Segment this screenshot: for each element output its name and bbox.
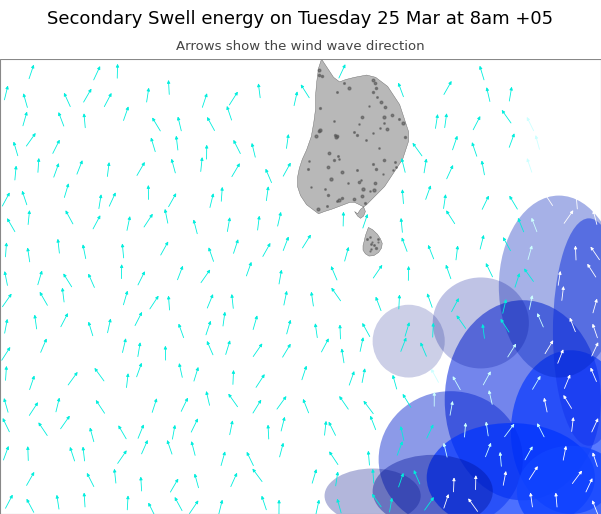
Ellipse shape [499,195,601,377]
Ellipse shape [433,278,529,369]
Ellipse shape [379,391,523,514]
Ellipse shape [325,469,421,514]
Ellipse shape [511,350,601,514]
Ellipse shape [517,446,601,514]
Ellipse shape [427,423,595,514]
Text: Arrows show the wind wave direction: Arrows show the wind wave direction [176,40,425,52]
Text: Secondary Swell energy on Tuesday 25 Mar at 8am +05: Secondary Swell energy on Tuesday 25 Mar… [47,10,554,28]
Ellipse shape [373,455,493,514]
Polygon shape [297,59,409,218]
Ellipse shape [373,305,445,377]
Ellipse shape [445,300,601,500]
Ellipse shape [553,218,601,446]
Polygon shape [363,227,382,256]
